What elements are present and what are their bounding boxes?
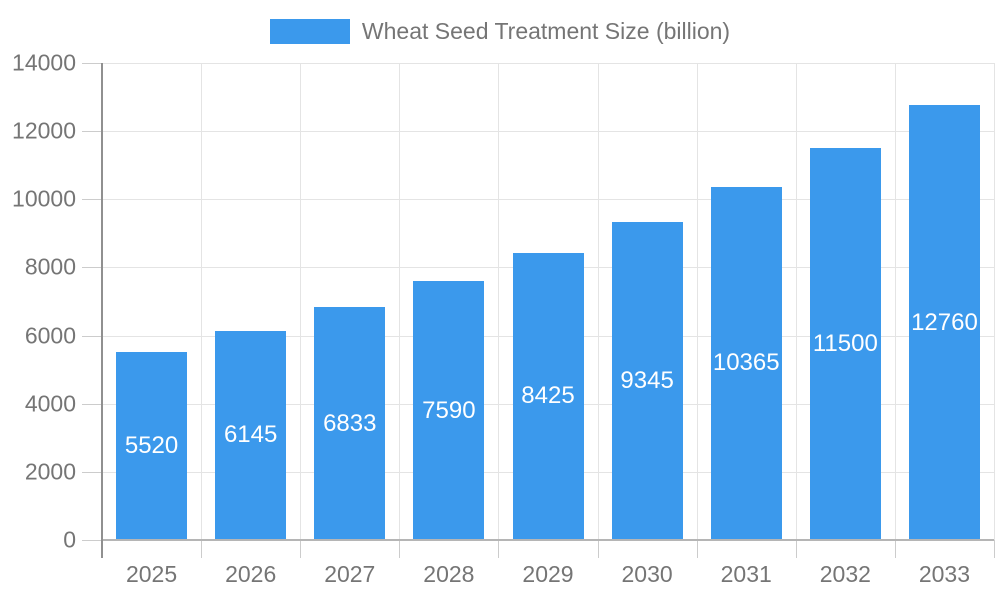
bar-2033[interactable]: 12760 [908, 105, 980, 540]
x-gridline [696, 63, 698, 540]
x-gridline [894, 63, 896, 540]
bar-value-label: 10365 [712, 349, 780, 377]
chart-legend: Wheat Seed Treatment Size (billion) [0, 18, 1000, 45]
y-axis-tick-label: 2000 [24, 458, 76, 485]
x-gridline [201, 63, 203, 540]
x-gridline [994, 63, 995, 540]
x-axis-tick [300, 540, 302, 558]
x-axis-tick-label: 2028 [423, 561, 475, 587]
x-gridline [399, 63, 401, 540]
y-gridline [102, 131, 994, 133]
y-axis-tick-label: 6000 [24, 322, 76, 349]
legend-series-label[interactable]: Wheat Seed Treatment Size (billion) [361, 18, 731, 44]
x-axis-tick [994, 540, 995, 558]
y-axis-tick [82, 131, 102, 133]
bar-value-label: 9345 [620, 366, 674, 394]
bar-value-label: 6833 [323, 409, 377, 437]
x-axis-tick-label: 2027 [324, 561, 376, 587]
x-axis-tick-label: 2033 [918, 561, 971, 587]
bar-value-label: 11500 [812, 330, 878, 358]
y-axis-tick-label: 12000 [12, 117, 76, 144]
y-axis-tick [82, 403, 102, 405]
x-axis-tick [201, 540, 203, 558]
bar-value-label: 7590 [422, 396, 476, 424]
x-axis-tick-label: 2029 [522, 561, 574, 587]
x-gridline [795, 63, 797, 540]
x-axis-tick [795, 540, 797, 558]
x-axis-tick-label: 2030 [621, 561, 673, 587]
x-axis-tick [597, 540, 599, 558]
y-axis-tick-label: 10000 [12, 185, 76, 212]
x-axis-tick-label: 2032 [819, 561, 871, 587]
bar-value-label: 8425 [521, 382, 575, 410]
y-axis-tick-label: 4000 [24, 390, 76, 417]
x-gridline [597, 63, 599, 540]
y-axis-tick [82, 267, 102, 269]
y-gridline [102, 63, 994, 64]
bar-value-label: 12760 [911, 308, 978, 336]
x-axis-tick-label: 2031 [720, 561, 772, 587]
x-axis-tick [894, 540, 896, 558]
legend-color-swatch[interactable] [269, 19, 350, 44]
bar-2030[interactable]: 9345 [611, 221, 683, 540]
bar-value-label: 5520 [124, 431, 179, 459]
x-axis-tick-label: 2026 [225, 561, 277, 587]
x-axis-tick [696, 540, 698, 558]
y-axis-line [101, 63, 103, 558]
x-axis-tick [399, 540, 401, 558]
y-gridline [102, 199, 994, 201]
bar-2026[interactable]: 6145 [215, 330, 287, 540]
bar-2025[interactable]: 5520 [116, 351, 188, 540]
bar-2027[interactable]: 6833 [314, 307, 386, 540]
y-axis-tick [82, 335, 102, 337]
y-axis-tick [82, 63, 102, 64]
x-axis-tick-label: 2025 [125, 561, 178, 587]
y-axis-tick [82, 471, 102, 473]
y-axis-tick-label: 0 [63, 526, 76, 553]
bar-value-label: 6145 [223, 421, 278, 449]
bar-2031[interactable]: 10365 [710, 186, 782, 540]
y-axis-tick-label: 14000 [12, 49, 76, 76]
bar-2032[interactable]: 11500 [809, 148, 881, 540]
x-gridline [498, 63, 500, 540]
y-axis-tick [82, 540, 102, 541]
y-axis-tick-label: 8000 [24, 253, 76, 280]
bar-2029[interactable]: 8425 [512, 252, 584, 540]
y-axis-tick [82, 199, 102, 201]
x-axis-baseline [102, 539, 994, 541]
x-axis-tick [498, 540, 500, 558]
x-gridline [300, 63, 302, 540]
bar-2028[interactable]: 7590 [413, 281, 485, 540]
